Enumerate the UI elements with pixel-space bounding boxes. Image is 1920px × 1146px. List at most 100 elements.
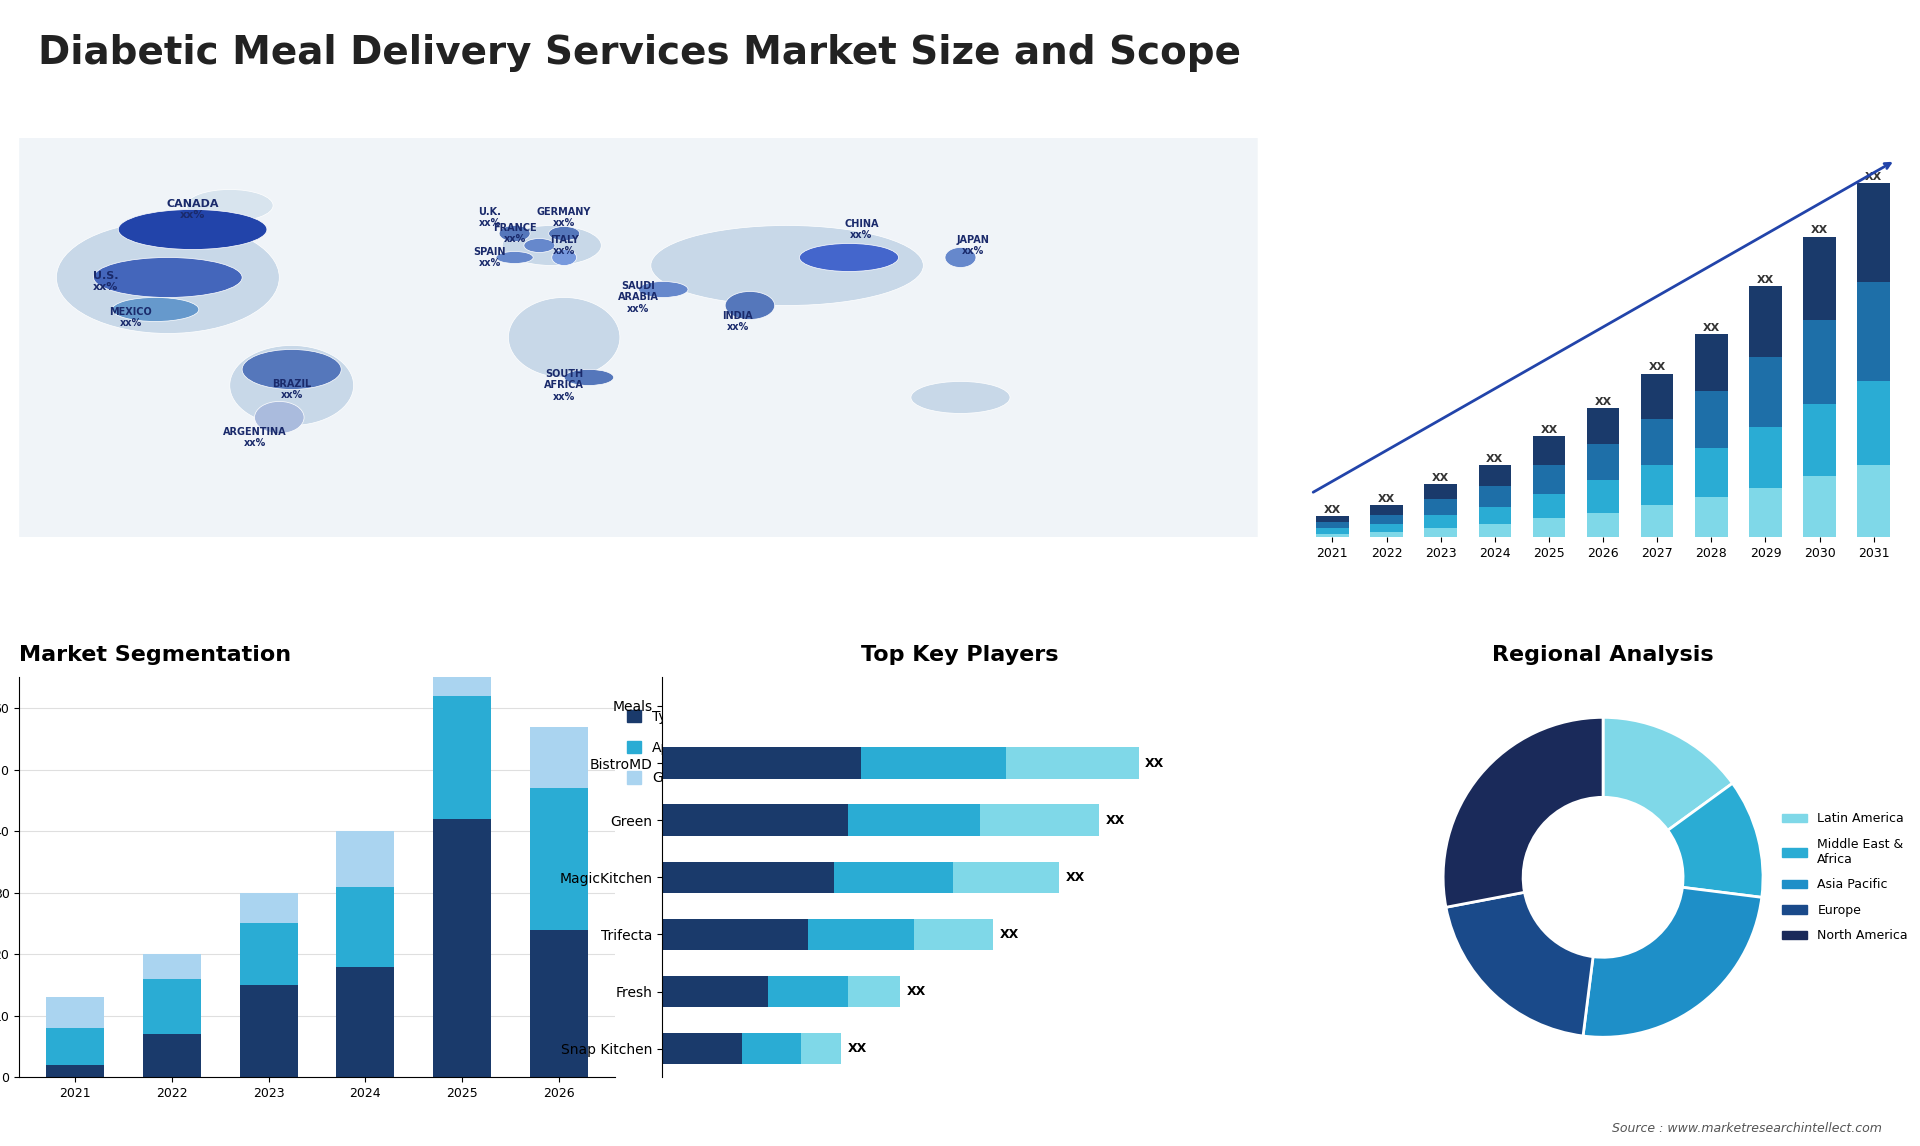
Text: GERMANY
xx%: GERMANY xx% xyxy=(538,206,591,228)
Bar xyxy=(46,1028,104,1065)
Bar xyxy=(432,646,492,696)
Text: ARGENTINA
xx%: ARGENTINA xx% xyxy=(223,426,286,448)
Bar xyxy=(860,747,1006,779)
Title: Top Key Players: Top Key Players xyxy=(862,645,1058,665)
Bar xyxy=(1803,236,1836,321)
Text: ITALY
xx%: ITALY xx% xyxy=(549,235,578,257)
Ellipse shape xyxy=(186,189,273,221)
Bar xyxy=(1317,523,1348,528)
Bar xyxy=(979,804,1098,835)
Bar xyxy=(741,1033,801,1065)
Bar xyxy=(1425,500,1457,515)
Text: SOUTH
AFRICA
xx%: SOUTH AFRICA xx% xyxy=(543,369,584,402)
Legend: Latin America, Middle East &
Africa, Asia Pacific, Europe, North America: Latin America, Middle East & Africa, Asi… xyxy=(1778,807,1912,948)
Text: SAUDI
ARABIA
xx%: SAUDI ARABIA xx% xyxy=(618,281,659,314)
Bar xyxy=(530,929,588,1077)
Text: SPAIN
xx%: SPAIN xx% xyxy=(474,246,507,268)
Text: BRAZIL
xx%: BRAZIL xx% xyxy=(273,378,311,400)
Bar xyxy=(808,919,914,950)
Bar xyxy=(1371,515,1404,524)
Ellipse shape xyxy=(945,248,975,267)
Bar xyxy=(240,893,298,924)
Ellipse shape xyxy=(119,210,267,250)
Bar xyxy=(1695,448,1728,497)
Bar xyxy=(1586,408,1619,445)
Text: XX: XX xyxy=(1811,226,1828,235)
Bar xyxy=(142,979,202,1034)
Text: XX: XX xyxy=(1323,505,1340,516)
Bar xyxy=(1478,486,1511,507)
Text: JAPAN
xx%: JAPAN xx% xyxy=(956,235,989,257)
Ellipse shape xyxy=(230,345,353,425)
Text: XX: XX xyxy=(906,986,925,998)
Ellipse shape xyxy=(495,251,534,264)
Bar xyxy=(954,862,1060,893)
Text: Market Segmentation: Market Segmentation xyxy=(19,645,292,665)
Bar xyxy=(662,804,847,835)
Bar xyxy=(240,984,298,1077)
Bar xyxy=(336,966,394,1077)
Bar xyxy=(1006,747,1139,779)
Wedge shape xyxy=(1582,887,1763,1037)
Bar xyxy=(46,1065,104,1077)
Text: XX: XX xyxy=(1066,871,1085,884)
Legend: Type, Application, Geography: Type, Application, Geography xyxy=(622,705,735,791)
Ellipse shape xyxy=(255,401,303,433)
Bar xyxy=(1803,321,1836,405)
Bar xyxy=(240,924,298,984)
Bar xyxy=(1642,419,1674,465)
Text: Diabetic Meal Delivery Services Market Size and Scope: Diabetic Meal Delivery Services Market S… xyxy=(38,34,1242,72)
Text: XX: XX xyxy=(1106,814,1125,826)
Ellipse shape xyxy=(564,369,614,385)
Bar xyxy=(1371,532,1404,537)
Text: XX: XX xyxy=(847,1042,866,1055)
Bar xyxy=(1857,465,1889,537)
Ellipse shape xyxy=(524,238,555,252)
Bar xyxy=(46,997,104,1028)
Bar xyxy=(1803,477,1836,537)
Text: XX: XX xyxy=(1594,397,1611,407)
Text: U.K.
xx%: U.K. xx% xyxy=(478,206,501,228)
Bar xyxy=(1695,497,1728,537)
Text: U.S.
xx%: U.S. xx% xyxy=(94,270,119,292)
Bar xyxy=(1749,286,1782,356)
Bar xyxy=(1317,517,1348,523)
Bar xyxy=(1642,374,1674,419)
Text: XX: XX xyxy=(1757,275,1774,285)
Bar xyxy=(1425,528,1457,537)
Bar xyxy=(1695,333,1728,391)
Bar xyxy=(1317,528,1348,534)
Ellipse shape xyxy=(111,298,200,322)
Ellipse shape xyxy=(551,250,576,266)
Bar xyxy=(662,976,768,1007)
Bar xyxy=(1478,507,1511,524)
Bar xyxy=(1425,484,1457,500)
Bar xyxy=(835,862,954,893)
Bar xyxy=(142,1034,202,1077)
Text: XX: XX xyxy=(1379,494,1396,504)
Text: XX: XX xyxy=(1000,928,1020,941)
Bar xyxy=(662,862,835,893)
Bar xyxy=(1586,512,1619,537)
Bar xyxy=(142,955,202,979)
Bar xyxy=(662,919,808,950)
Text: CHINA
xx%: CHINA xx% xyxy=(845,219,879,241)
Bar xyxy=(1532,437,1565,465)
Text: XX: XX xyxy=(1649,362,1667,372)
Bar xyxy=(1478,465,1511,486)
Bar xyxy=(1532,494,1565,518)
Bar xyxy=(336,831,394,887)
Text: MEXICO
xx%: MEXICO xx% xyxy=(109,307,152,328)
Ellipse shape xyxy=(242,350,342,390)
Text: XX: XX xyxy=(1432,473,1450,482)
Wedge shape xyxy=(1446,893,1594,1036)
Bar xyxy=(1857,282,1889,382)
Bar xyxy=(1586,445,1619,480)
Text: XX: XX xyxy=(1864,172,1882,182)
Text: XX: XX xyxy=(1486,454,1503,464)
Bar xyxy=(1478,524,1511,537)
Wedge shape xyxy=(1668,783,1763,897)
Bar xyxy=(1425,515,1457,528)
Ellipse shape xyxy=(56,221,278,333)
Title: Regional Analysis: Regional Analysis xyxy=(1492,645,1715,665)
